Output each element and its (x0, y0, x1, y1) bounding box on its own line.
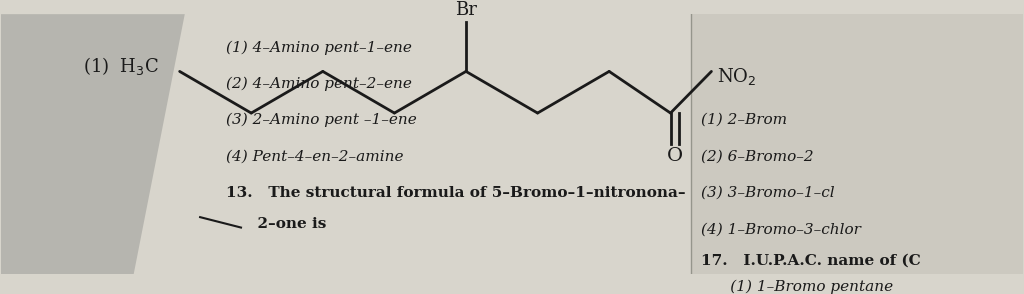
Text: (1)  H$_3$C: (1) H$_3$C (83, 55, 159, 77)
Polygon shape (1, 14, 184, 274)
Text: (1) 1–Bromo pentane: (1) 1–Bromo pentane (701, 280, 893, 294)
Text: 2–one is: 2–one is (225, 217, 326, 231)
Text: (2) 4–Amino pent–2–ene: (2) 4–Amino pent–2–ene (225, 77, 412, 91)
Text: (3) 2–Amino pent –1–ene: (3) 2–Amino pent –1–ene (225, 113, 417, 127)
Text: (1) 4–Amino pent–1–ene: (1) 4–Amino pent–1–ene (225, 40, 412, 55)
Text: (4) Pent–4–en–2–amine: (4) Pent–4–en–2–amine (225, 149, 403, 163)
Text: (1) 2–Brom: (1) 2–Brom (701, 113, 787, 127)
Text: (3) 3–Bromo–1–cl: (3) 3–Bromo–1–cl (701, 186, 835, 200)
Text: NO$_2$: NO$_2$ (717, 66, 756, 87)
Text: 17.   I.U.P.A.C. name of (C: 17. I.U.P.A.C. name of (C (701, 253, 921, 268)
Text: 13.   The structural formula of 5–Bromo–1–nitronona–: 13. The structural formula of 5–Bromo–1–… (225, 186, 685, 200)
Text: O: O (667, 147, 683, 165)
Bar (691, 14, 1023, 274)
Text: (4) 1–Bromo–3–chlor: (4) 1–Bromo–3–chlor (701, 222, 861, 236)
Text: Br: Br (455, 1, 477, 19)
Text: (2) 6–Bromo–2: (2) 6–Bromo–2 (701, 149, 814, 163)
